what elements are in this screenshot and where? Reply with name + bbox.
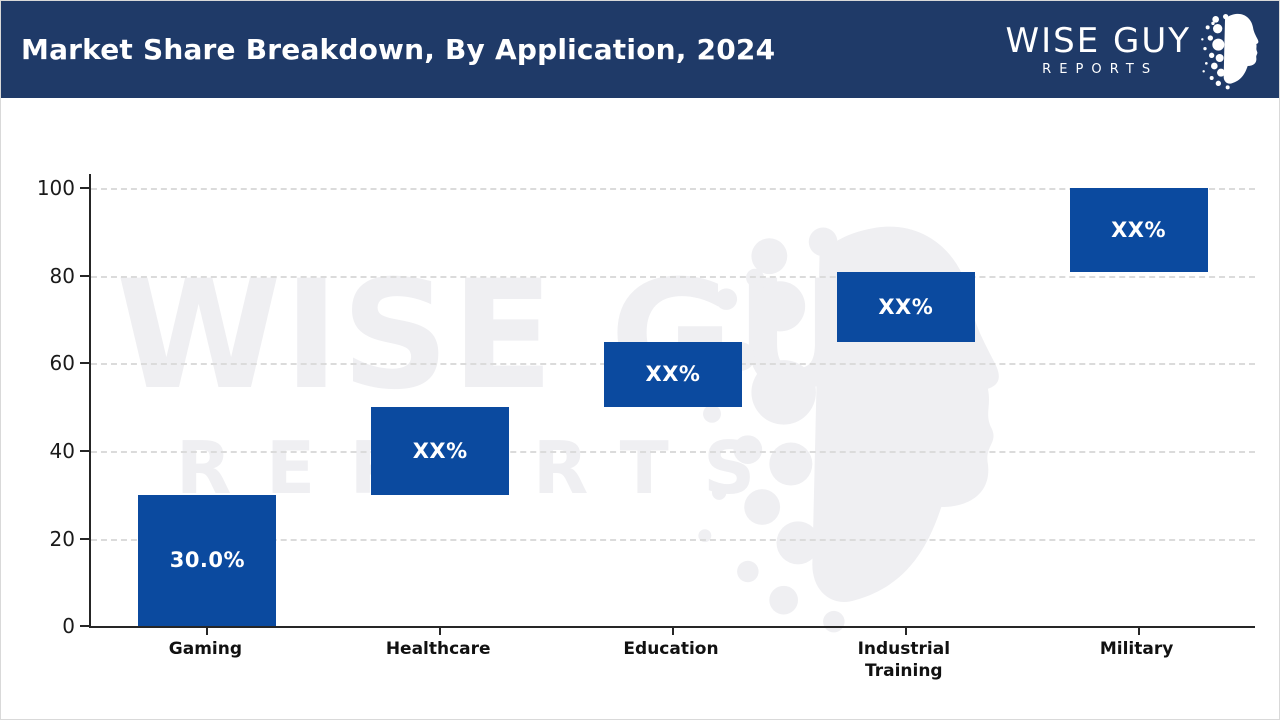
gridline-100 xyxy=(91,188,1255,191)
y-tick-label-60: 60 xyxy=(49,351,75,376)
wiseguy-logo: WISE GUY REPORTS xyxy=(1005,10,1265,90)
x-category-label: Gaming xyxy=(168,639,243,659)
bar-label: XX% xyxy=(1111,218,1167,243)
wiseguy-logo-text: WISE GUY REPORTS xyxy=(1005,24,1191,76)
bar-label: XX% xyxy=(645,362,701,387)
y-tick-mark-40 xyxy=(80,449,89,452)
y-tick-mark-20 xyxy=(80,537,89,540)
x-axis: Gaming Healthcare Education Industrial Trai… xyxy=(89,626,1253,686)
y-tick-mark-80 xyxy=(80,274,89,277)
bar-label: 30.0% xyxy=(169,548,246,573)
x-tick-mark-3 xyxy=(904,628,907,635)
page-title: Market Share Breakdown, By Application, … xyxy=(21,33,776,66)
x-category-label: Industrial Training xyxy=(857,639,951,682)
wiseguy-head-icon xyxy=(1193,10,1265,90)
x-category-label: Healthcare xyxy=(385,639,491,659)
y-tick-mark-60 xyxy=(80,362,89,365)
y-tick-label-0: 0 xyxy=(62,614,75,638)
logo-subtitle: REPORTS xyxy=(1042,61,1159,77)
bar-education: XX% xyxy=(603,341,743,408)
logo-wordmark: WISE GUY xyxy=(1005,20,1191,61)
x-category-label: Education xyxy=(623,639,719,659)
bar-label: XX% xyxy=(878,294,934,319)
bar-military: XX% xyxy=(1069,188,1208,272)
bar-gaming: 30.0% xyxy=(138,494,277,626)
y-tick-mark-0 xyxy=(80,625,89,627)
x-tick-mark-2 xyxy=(672,628,674,635)
x-tick-mark-4 xyxy=(1137,628,1140,635)
x-category-label: Military xyxy=(1099,639,1174,659)
y-tick-label-80: 80 xyxy=(49,263,75,288)
plot-area: 0 20 40 60 80 100 30.0% XX% XX% XX% XX% xyxy=(37,174,1255,636)
gridline-40 xyxy=(91,450,1255,453)
bar-label: XX% xyxy=(412,438,468,463)
bar-industrial-training: XX% xyxy=(836,271,975,342)
x-tick-mark-1 xyxy=(439,628,442,635)
x-tick-mark-0 xyxy=(206,628,209,635)
bar-healthcare: XX% xyxy=(371,407,510,495)
y-tick-label-20: 20 xyxy=(49,526,75,551)
gridline-20 xyxy=(91,538,1255,541)
y-tick-mark-100 xyxy=(80,187,89,190)
y-tick-label-100: 100 xyxy=(36,176,75,201)
y-tick-label-40: 40 xyxy=(49,438,75,463)
header-bar: Market Share Breakdown, By Application, … xyxy=(1,1,1279,98)
gridline-80 xyxy=(91,275,1255,278)
